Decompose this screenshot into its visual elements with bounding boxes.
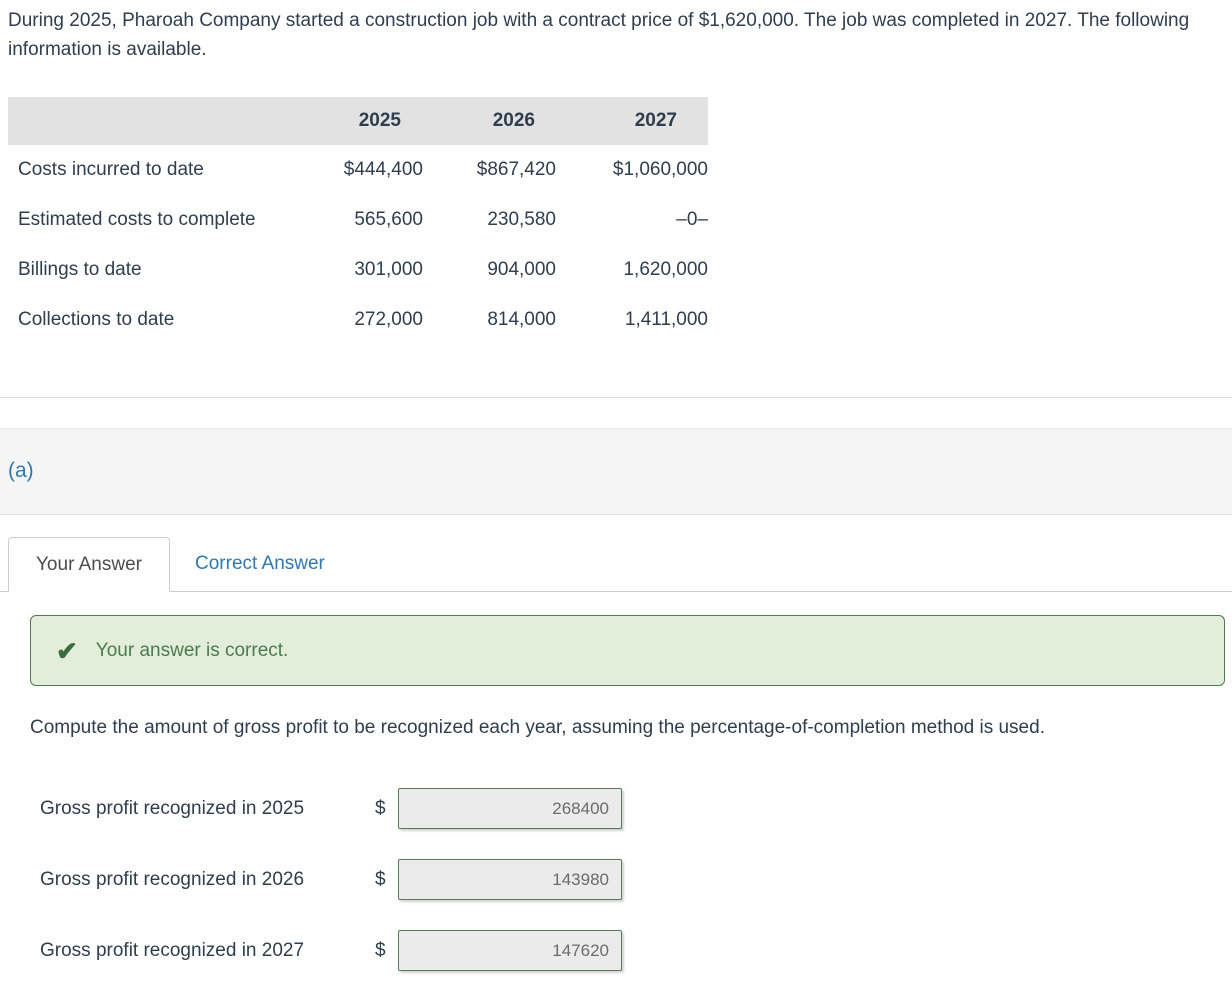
gross-profit-2027-input[interactable]: [398, 930, 622, 971]
row-label: Billings to date: [18, 259, 142, 280]
answer-row-2026: Gross profit recognized in 2026 $: [0, 859, 700, 900]
table-row: Costs incurred to date $444,400 $867,420…: [8, 145, 708, 195]
answer-label-2026: Gross profit recognized in 2026: [40, 868, 305, 890]
row-label: Costs incurred to date: [18, 159, 204, 180]
check-icon: ✔: [56, 635, 78, 666]
dollar-sign: $: [375, 939, 386, 961]
table-corner-cell: [8, 97, 318, 145]
table-header-row: 2025 2026 2027: [8, 97, 708, 145]
problem-statement: During 2025, Pharoah Company started a c…: [8, 10, 1190, 60]
cell-value: $444,400: [343, 159, 423, 180]
cell-value: 272,000: [354, 309, 423, 330]
tab-your-answer[interactable]: Your Answer: [8, 537, 170, 592]
cell-value: 904,000: [487, 259, 556, 280]
feedback-message: Your answer is correct.: [95, 639, 289, 661]
cell-value: 814,000: [487, 309, 556, 330]
cell-value: $867,420: [476, 159, 556, 180]
cell-value: 1,411,000: [624, 309, 708, 330]
part-a-section-header: (a): [0, 428, 1232, 515]
dollar-sign: $: [375, 868, 386, 890]
column-header-2027: 2027: [556, 97, 708, 145]
table-row: Collections to date 272,000 814,000 1,41…: [8, 295, 708, 345]
column-header-2026: 2026: [423, 97, 556, 145]
cell-value: $1,060,000: [612, 159, 708, 180]
problem-data-table: 2025 2026 2027 Costs incurred to date $4…: [8, 97, 708, 345]
column-header-2025: 2025: [318, 97, 423, 145]
table-row: Billings to date 301,000 904,000 1,620,0…: [8, 245, 708, 295]
cell-value: –0–: [676, 209, 708, 230]
gross-profit-2025-input[interactable]: [398, 788, 622, 829]
cell-value: 565,600: [354, 209, 423, 230]
tab-correct-answer[interactable]: Correct Answer: [195, 553, 325, 574]
table-row: Estimated costs to complete 565,600 230,…: [8, 195, 708, 245]
gross-profit-2026-input[interactable]: [398, 859, 622, 900]
row-label: Estimated costs to complete: [18, 209, 256, 230]
section-divider: [0, 397, 1232, 398]
answer-row-2027: Gross profit recognized in 2027 $: [0, 930, 700, 971]
answer-label-2027: Gross profit recognized in 2027: [40, 939, 305, 961]
cell-value: 230,580: [487, 209, 556, 230]
answer-row-2025: Gross profit recognized in 2025 $: [0, 788, 700, 829]
correct-answer-banner: ✔ Your answer is correct.: [30, 615, 1225, 686]
part-a-label: (a): [8, 459, 34, 482]
cell-value: 1,620,000: [623, 259, 708, 280]
answer-tabs: Your Answer Correct Answer: [0, 537, 1232, 592]
answer-label-2025: Gross profit recognized in 2025: [40, 797, 305, 819]
cell-value: 301,000: [354, 259, 423, 280]
row-label: Collections to date: [18, 309, 175, 330]
question-prompt: Compute the amount of gross profit to be…: [30, 717, 1045, 738]
dollar-sign: $: [375, 797, 386, 819]
